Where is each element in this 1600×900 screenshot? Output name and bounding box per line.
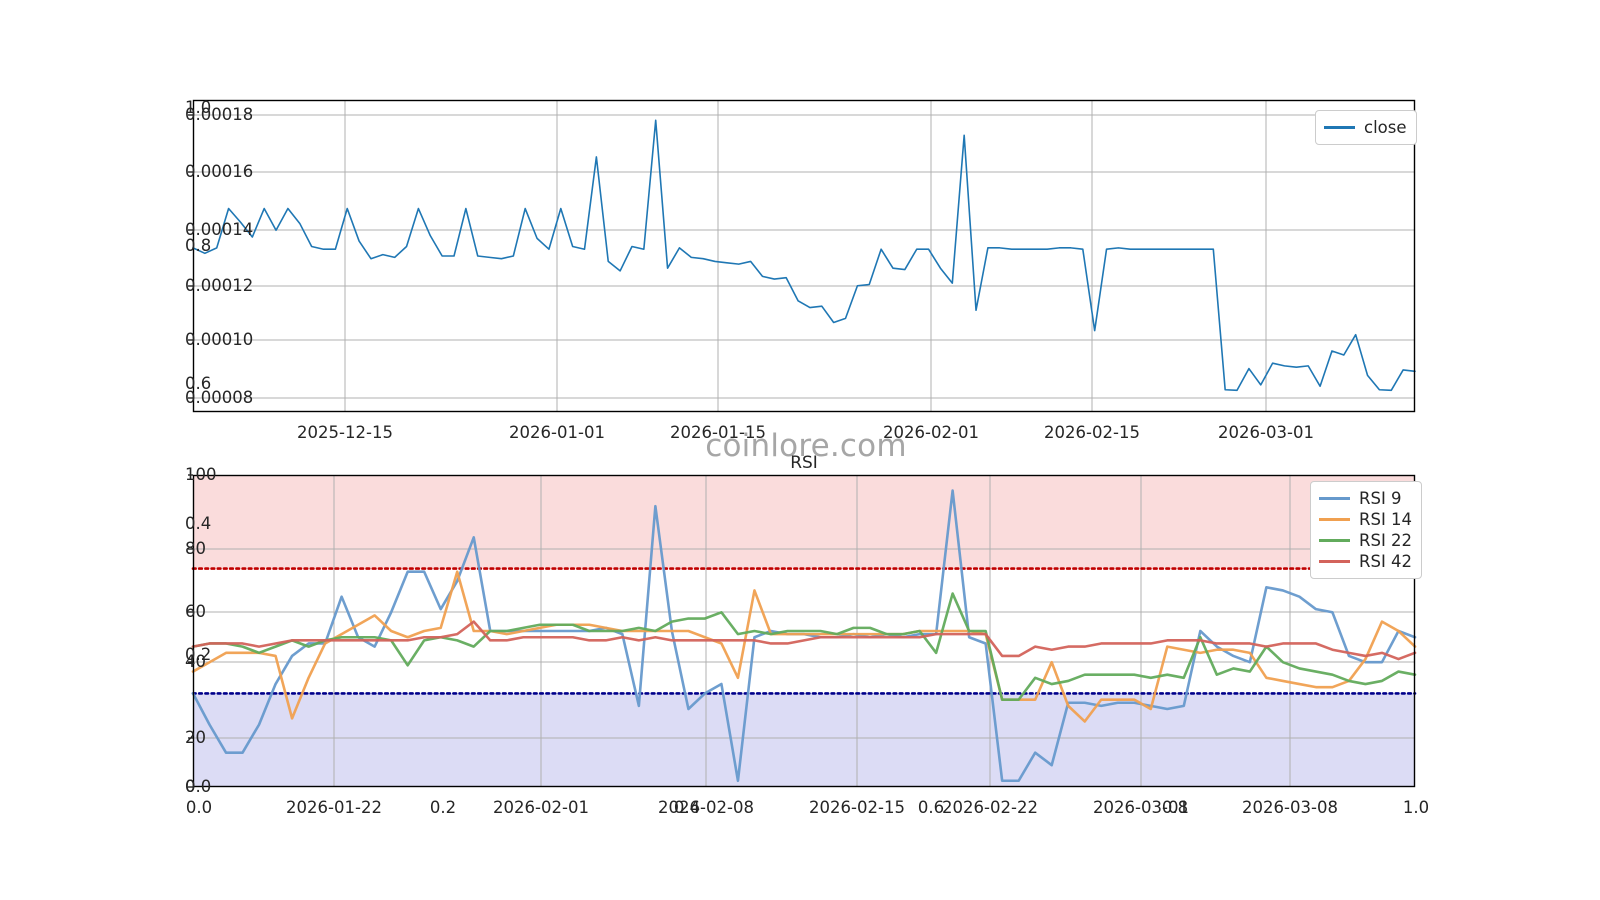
rsi-ghost-y-tick-1: 0.2	[185, 644, 212, 664]
legend-label-rsi-42: RSI 42	[1359, 552, 1413, 571]
legend-item-close[interactable]: close	[1324, 117, 1407, 138]
rsi-ghost-x-tick-0: 0.0	[185, 798, 213, 817]
price-legend[interactable]: close	[1315, 110, 1417, 145]
legend-item-rsi-14[interactable]: RSI 14	[1319, 509, 1412, 530]
rsi-ghost-x-tick-1: 0.2	[429, 798, 457, 817]
price-plot-frame	[192, 99, 1416, 413]
legend-label-rsi-14: RSI 14	[1359, 510, 1413, 529]
price-y-tick-2: 0.00014	[185, 219, 254, 239]
rsi-plot-svg	[188, 474, 1417, 788]
rsi-y-tick-4: 20	[185, 727, 206, 747]
rsi-x-tick-5: 2026-03-01	[1093, 798, 1189, 817]
legend-item-rsi-42[interactable]: RSI 42	[1319, 551, 1412, 572]
legend-label-rsi-9: RSI 9	[1359, 489, 1402, 508]
legend-label-close: close	[1364, 118, 1407, 137]
price-close-line	[192, 119, 1416, 392]
price-y-tick-0: 0.00018	[185, 104, 254, 124]
rsi-x-tick-4: 2026-02-22	[942, 798, 1038, 817]
rsi-ghost-x-tick-5: 1.0	[1402, 798, 1430, 817]
legend-label-rsi-22: RSI 22	[1359, 531, 1413, 550]
price-ghost-y-tick-1: 0.8	[185, 235, 212, 255]
price-gridlines	[193, 100, 1415, 412]
legend-swatch-rsi-22-icon	[1319, 539, 1350, 542]
rsi-y-tick-0: 100	[185, 464, 217, 484]
rsi-ghost-x-tick-2: 0.4	[673, 798, 701, 817]
legend-item-rsi-22[interactable]: RSI 22	[1319, 530, 1412, 551]
rsi-ghost-x-tick-4: 0.8	[1161, 798, 1189, 817]
rsi-x-tick-1: 2026-02-01	[493, 798, 589, 817]
price-x-tick-3: 2026-02-01	[883, 423, 979, 442]
legend-swatch-rsi-9-icon	[1319, 497, 1350, 500]
price-y-tick-1: 0.00016	[185, 161, 254, 181]
price-x-tick-1: 2026-01-01	[509, 423, 605, 442]
rsi-x-tick-2: 2026-02-08	[658, 798, 754, 817]
rsi-x-tick-6: 2026-03-08	[1242, 798, 1338, 817]
rsi-x-tick-0: 2026-01-22	[286, 798, 382, 817]
rsi-y-tick-5: 0	[185, 776, 196, 796]
rsi-legend[interactable]: RSI 9 RSI 14 RSI 22 RSI 42	[1310, 481, 1423, 579]
rsi-x-tick-3: 2026-02-15	[809, 798, 905, 817]
rsi-chart-panel	[188, 474, 1417, 788]
rsi-line-rsi-14	[191, 570, 1417, 723]
price-ghost-y-tick-0: 1.0	[185, 97, 212, 117]
price-x-tick-2: 2026-01-15	[670, 423, 766, 442]
rsi-panel-title: RSI	[790, 453, 818, 473]
rsi-band-overbought	[193, 475, 1415, 569]
rsi-ghost-y-tick-2: 0.0	[185, 776, 212, 796]
legend-item-rsi-9[interactable]: RSI 9	[1319, 488, 1412, 509]
legend-swatch-rsi-14-icon	[1319, 518, 1350, 521]
price-x-tick-4: 2026-02-15	[1044, 423, 1140, 442]
rsi-band-oversold	[193, 693, 1415, 787]
price-ghost-y-tick-2: 0.6	[185, 373, 212, 393]
rsi-ghost-x-tick-3: 0.6	[917, 798, 945, 817]
rsi-y-tick-1: 80	[185, 538, 206, 558]
price-x-tick-0: 2025-12-15	[297, 423, 393, 442]
price-y-tick-3: 0.00012	[185, 275, 254, 295]
price-y-tick-5: 0.00008	[185, 387, 254, 407]
rsi-y-tick-2: 60	[185, 601, 206, 621]
coinlore-watermark: coinlore.com	[705, 428, 907, 464]
rsi-ghost-y-tick-0: 0.4	[185, 513, 212, 533]
rsi-line-rsi-22	[191, 592, 1417, 701]
price-x-tick-5: 2026-03-01	[1218, 423, 1314, 442]
price-chart-panel	[188, 99, 1416, 413]
rsi-plot-frame	[192, 474, 1416, 788]
price-plot-svg	[188, 99, 1416, 413]
price-y-tick-4: 0.00010	[185, 329, 254, 349]
rsi-y-tick-3: 40	[185, 651, 206, 671]
rsi-line-rsi-42	[191, 620, 1417, 661]
legend-swatch-rsi-42-icon	[1319, 560, 1350, 563]
legend-swatch-close-icon	[1324, 126, 1355, 129]
